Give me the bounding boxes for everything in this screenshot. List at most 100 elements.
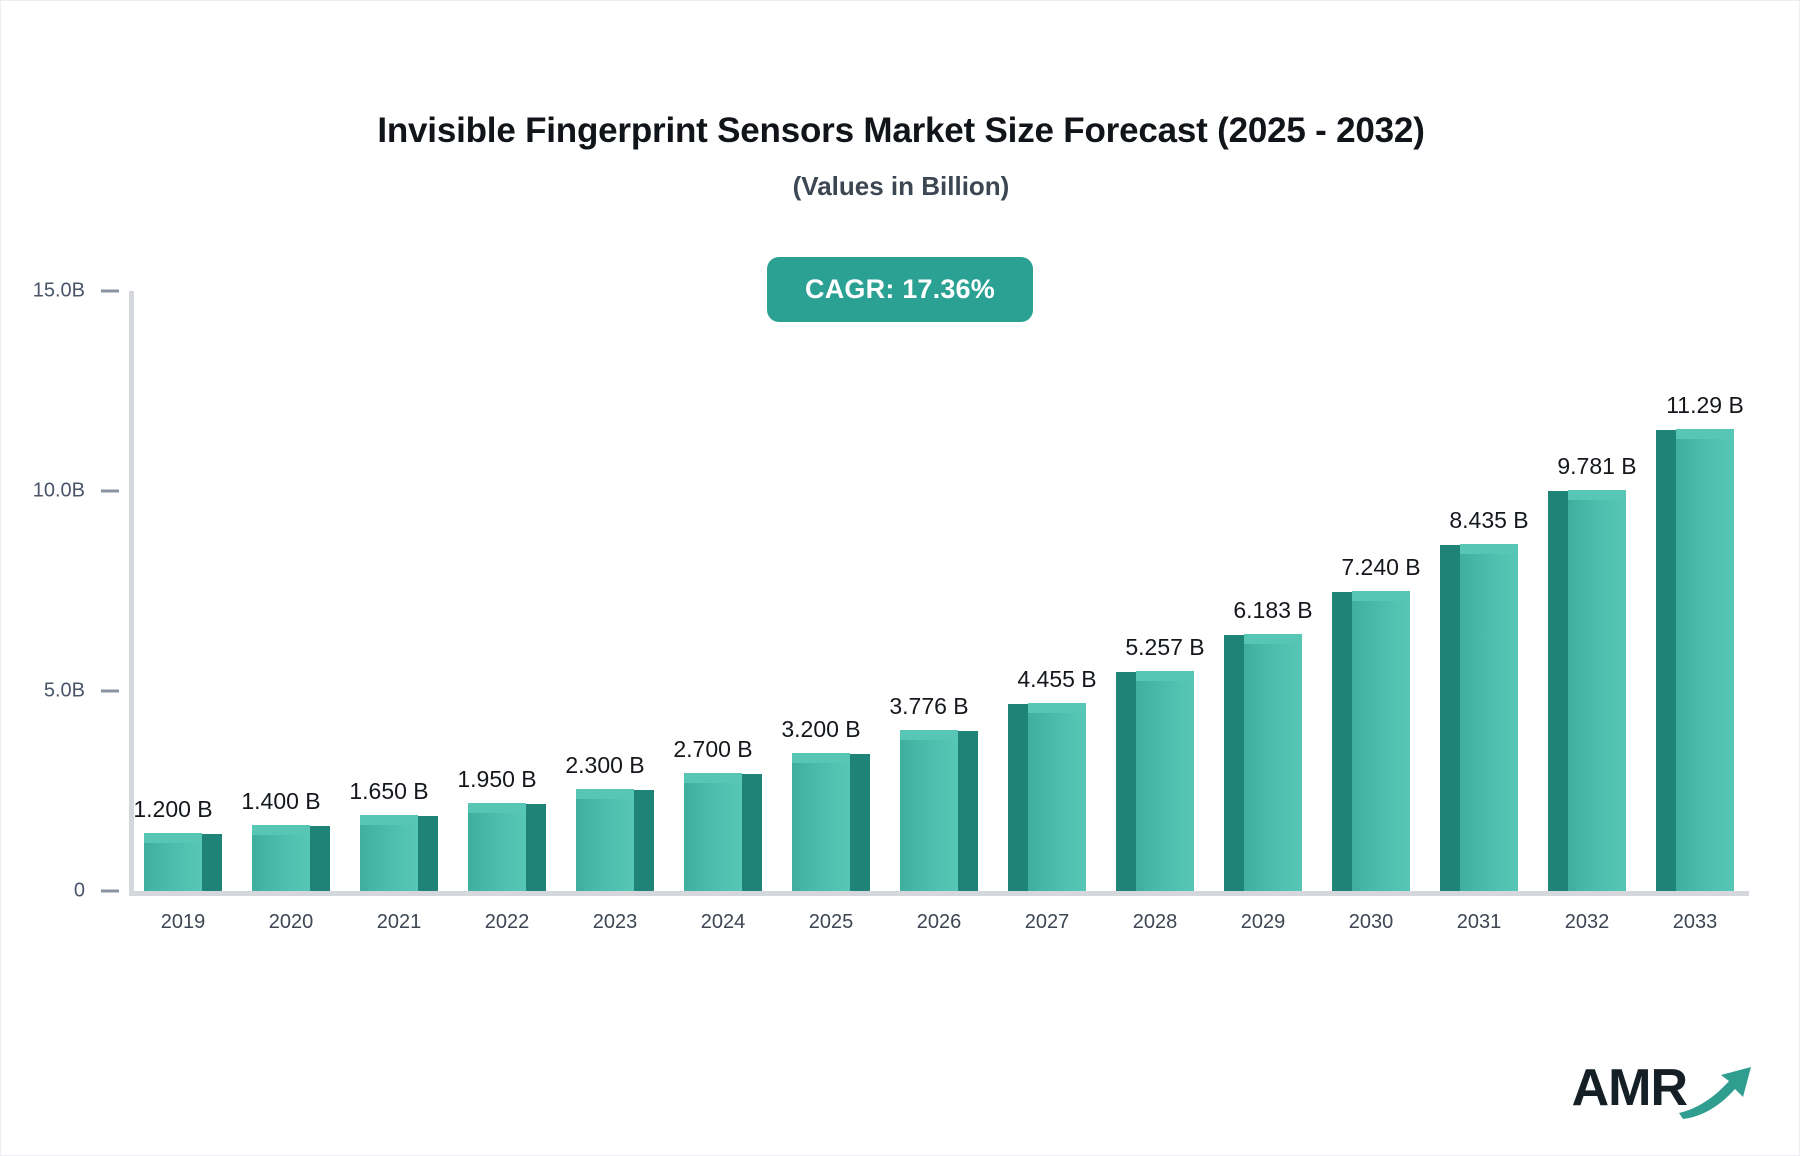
y-axis-tick-label: 0	[73, 879, 85, 902]
bar-value-label: 11.29 B	[1666, 392, 1744, 419]
bar-geometry	[1641, 429, 1749, 891]
x-axis-label: 2025	[808, 911, 854, 933]
cagr-badge: CAGR: 17.36%	[767, 257, 1033, 322]
bar-front-face	[1136, 680, 1194, 891]
y-axis-tick-mark	[101, 889, 119, 893]
bar-series: 1.200 B 1.400 B 1.650 B 1.950 B 2.300 B 2.700…	[129, 291, 1749, 891]
y-axis-tick: 5.0B	[44, 680, 129, 703]
bar-top-face	[252, 825, 310, 835]
chart-header: Invisible Fingerprint Sensors Market Siz…	[1, 109, 1799, 202]
bar-front-face	[576, 799, 634, 891]
bar-item[interactable]: 9.781 B	[1533, 291, 1641, 891]
bar-value-label: 2.700 B	[673, 736, 753, 762]
logo-text: AMR	[1571, 1059, 1688, 1117]
bar-top-face	[1244, 633, 1302, 644]
bar-geometry	[1317, 591, 1425, 891]
bar-side-face	[1656, 430, 1676, 891]
bar-item[interactable]: 1.950 B	[453, 291, 561, 891]
bar-top-face	[1568, 489, 1626, 500]
bar-value-label: 1.950 B	[457, 766, 537, 792]
y-axis-tick-mark	[101, 289, 119, 293]
bar-item[interactable]: 1.650 B	[345, 291, 453, 891]
bar-top-face	[1352, 591, 1410, 602]
x-axis-label: 2028	[1132, 911, 1178, 933]
bar-front-face	[1244, 643, 1302, 891]
x-axis-label: 2023	[592, 911, 638, 933]
growth-arrow-icon	[1679, 1067, 1751, 1119]
plot-area: 0 5.0B 10.0B 15.0B 1.200 B 1.400 B 1.650 B 1.9…	[33, 280, 1749, 933]
bar-value-label: 7.240 B	[1341, 554, 1421, 581]
x-axis-label: 2024	[700, 911, 746, 933]
y-axis-tick: 15.0B	[33, 280, 129, 303]
bar-front-face	[792, 763, 850, 891]
bar-side-face	[742, 774, 762, 891]
bar-geometry	[237, 825, 345, 891]
bar-top-face	[1460, 543, 1518, 554]
bar-front-face	[144, 843, 202, 891]
bar-item[interactable]: 2.300 B	[561, 291, 669, 891]
x-axis-label: 2019	[160, 911, 206, 933]
bar-geometry	[453, 803, 561, 891]
bar-top-face	[144, 833, 202, 843]
x-axis-label: 2026	[916, 911, 962, 933]
bar-side-face	[1008, 703, 1028, 891]
bar-side-face	[1116, 671, 1136, 891]
bar-side-face	[1224, 634, 1244, 891]
x-axis-label: 2032	[1564, 911, 1610, 933]
bar-top-face	[360, 815, 418, 825]
bar-value-label: 1.400 B	[241, 788, 321, 814]
bar-item[interactable]: 2.700 B	[669, 291, 777, 891]
bar-top-face	[1028, 702, 1086, 713]
x-axis-line	[129, 891, 1749, 896]
bar-item[interactable]: 1.200 B	[129, 291, 237, 891]
bar-item[interactable]: 6.183 B	[1209, 291, 1317, 891]
bar-side-face	[1548, 490, 1568, 891]
bar-front-face	[1352, 601, 1410, 891]
bar-value-label: 4.455 B	[1017, 665, 1097, 692]
bar-top-face	[1136, 670, 1194, 681]
bar-item[interactable]: 8.435 B	[1425, 291, 1533, 891]
bar-geometry	[1533, 489, 1641, 891]
bar-geometry	[1101, 670, 1209, 891]
bar-value-label: 5.257 B	[1125, 633, 1205, 660]
bar-side-face	[1332, 592, 1352, 891]
chart-subtitle: (Values in Billion)	[792, 170, 1010, 201]
bar-item[interactable]: 11.29 B	[1641, 291, 1749, 891]
bar-top-face	[792, 753, 850, 763]
bar-front-face	[360, 825, 418, 891]
bar-side-face	[958, 730, 978, 891]
y-axis-tick-mark	[101, 489, 119, 493]
bar-front-face	[684, 783, 742, 891]
y-axis-tick-mark	[101, 689, 119, 693]
bar-top-face	[684, 773, 742, 783]
bar-front-face	[900, 739, 958, 891]
bar-geometry	[129, 833, 237, 891]
bar-item[interactable]: 5.257 B	[1101, 291, 1209, 891]
bar-side-face	[418, 816, 438, 891]
x-axis-label: 2029	[1240, 911, 1286, 933]
bar-value-label: 1.650 B	[349, 778, 429, 804]
bar-front-face	[1460, 553, 1518, 891]
bar-item[interactable]: 3.776 B	[885, 291, 993, 891]
y-axis-tick: 0	[74, 880, 129, 903]
y-axis-tick-label: 5.0B	[43, 679, 85, 702]
bar-item[interactable]: 7.240 B	[1317, 291, 1425, 891]
bar-item[interactable]: 3.200 B	[777, 291, 885, 891]
x-axis-label: 2030	[1348, 911, 1394, 933]
bar-side-face	[850, 754, 870, 891]
bar-front-face	[252, 835, 310, 891]
bar-item[interactable]: 1.400 B	[237, 291, 345, 891]
page-title: Invisible Fingerprint Sensors Market Siz…	[377, 111, 1425, 150]
y-axis-tick: 10.0B	[33, 480, 129, 503]
bar-value-label: 3.776 B	[889, 692, 969, 719]
x-axis-label: 2022	[484, 911, 530, 933]
bar-top-face	[900, 729, 958, 740]
bar-geometry	[885, 729, 993, 891]
bar-geometry	[1209, 633, 1317, 891]
x-axis-label: 2021	[376, 911, 422, 933]
bar-item[interactable]: 4.455 B	[993, 291, 1101, 891]
x-axis-label: 2031	[1456, 911, 1502, 933]
bar-geometry	[669, 773, 777, 891]
bar-value-label: 9.781 B	[1557, 452, 1637, 479]
bar-value-label: 1.200 B	[133, 796, 213, 822]
